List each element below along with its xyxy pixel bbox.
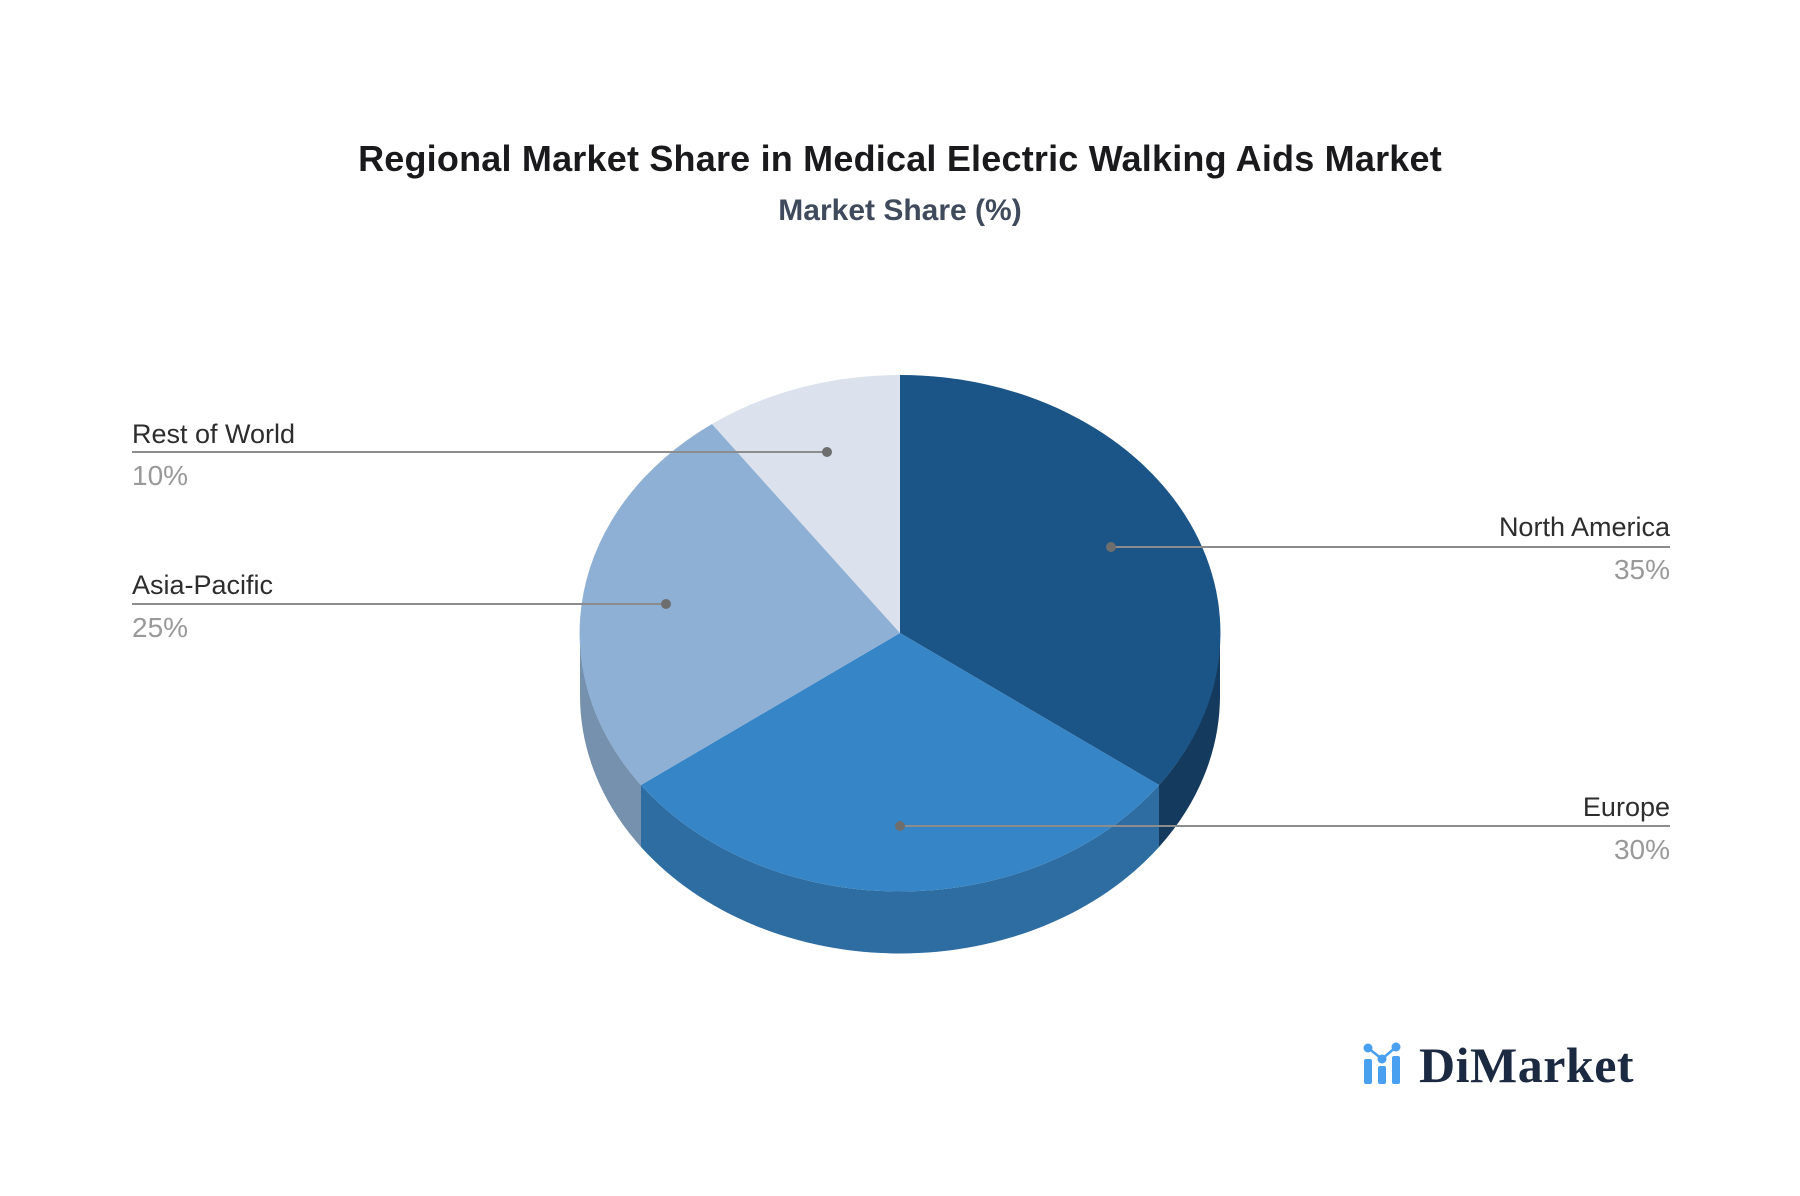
pie-slice-side-north-america	[1159, 633, 1221, 847]
value-europe: 30%	[1613, 834, 1670, 865]
chart-subtitle: Market Share (%)	[778, 194, 1022, 227]
pie-slice-side-europe	[641, 785, 1159, 954]
chart-title: Regional Market Share in Medical Electri…	[358, 138, 1442, 179]
pie-slice-asia-pacific[interactable]	[579, 424, 900, 785]
pie-slice-rest-of-world[interactable]	[712, 374, 900, 633]
pie-slice-north-america[interactable]	[900, 374, 1221, 785]
bar-line-chart-icon	[1363, 1042, 1401, 1084]
value-north-america: 35%	[1613, 554, 1670, 585]
leader-dot-europe	[895, 821, 905, 831]
leader-dot-north-america	[1106, 542, 1116, 552]
logo-text: DiMarket	[1419, 1037, 1635, 1093]
value-asia-pacific: 25%	[132, 612, 189, 643]
value-rest-of-world: 10%	[132, 460, 189, 491]
dimarket-logo: DiMarket	[1362, 1036, 1635, 1093]
label-asia-pacific: Asia-Pacific	[132, 570, 274, 600]
label-europe: Europe	[1582, 792, 1670, 822]
leader-dot-rest-of-world	[822, 447, 832, 457]
leader-dot-asia-pacific	[661, 599, 671, 609]
pie-slice-side-asia-pacific	[579, 633, 641, 847]
label-north-america: North America	[1498, 512, 1670, 542]
label-rest-of-world: Rest of World	[132, 419, 296, 449]
